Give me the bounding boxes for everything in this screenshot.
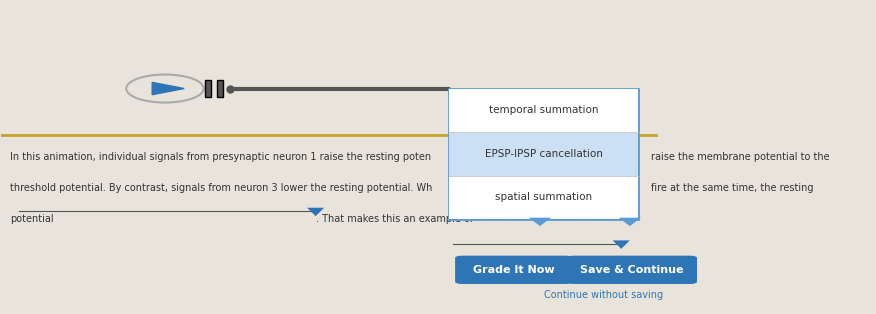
FancyBboxPatch shape — [449, 176, 639, 219]
FancyBboxPatch shape — [567, 256, 697, 284]
Text: In this animation, individual signals from presynaptic neuron 1 raise the restin: In this animation, individual signals fr… — [10, 152, 431, 162]
Text: threshold potential. By contrast, signals from neuron 3 lower the resting potent: threshold potential. By contrast, signal… — [10, 183, 433, 193]
Text: Grade It Now: Grade It Now — [473, 265, 555, 275]
Text: fire at the same time, the resting: fire at the same time, the resting — [652, 183, 814, 193]
FancyBboxPatch shape — [456, 256, 572, 284]
Polygon shape — [612, 208, 630, 216]
Polygon shape — [612, 241, 630, 249]
FancyBboxPatch shape — [449, 132, 639, 176]
FancyBboxPatch shape — [217, 80, 223, 97]
FancyBboxPatch shape — [206, 80, 210, 97]
Text: Continue without saving: Continue without saving — [545, 290, 664, 300]
FancyBboxPatch shape — [449, 89, 639, 132]
FancyBboxPatch shape — [449, 89, 639, 219]
Polygon shape — [618, 218, 641, 226]
Text: raise the membrane potential to the: raise the membrane potential to the — [652, 152, 830, 162]
Text: EPSP-IPSP cancellation: EPSP-IPSP cancellation — [484, 149, 603, 159]
Text: . That makes this an example of: . That makes this an example of — [315, 214, 473, 224]
Polygon shape — [529, 218, 551, 226]
Polygon shape — [307, 208, 324, 216]
Text: potential: potential — [10, 214, 53, 224]
Text: temporal summation: temporal summation — [489, 105, 598, 115]
Polygon shape — [152, 82, 184, 95]
Text: spatial summation: spatial summation — [495, 192, 592, 203]
Text: Save & Continue: Save & Continue — [580, 265, 684, 275]
